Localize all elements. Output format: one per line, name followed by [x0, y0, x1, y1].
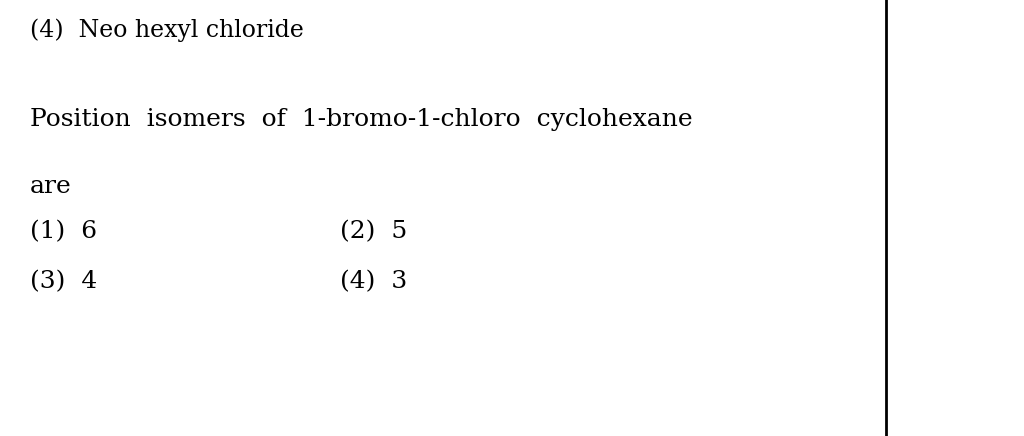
Text: (2)  5: (2) 5: [340, 220, 408, 243]
Text: (4)  Neo hexyl chloride: (4) Neo hexyl chloride: [30, 18, 304, 41]
Text: Position  isomers  of  1-bromo-1-chloro  cyclohexane: Position isomers of 1-bromo-1-chloro cyc…: [30, 108, 692, 131]
Text: (3)  4: (3) 4: [30, 270, 97, 293]
Text: are: are: [30, 175, 72, 198]
Text: (4)  3: (4) 3: [340, 270, 408, 293]
Text: (1)  6: (1) 6: [30, 220, 97, 243]
